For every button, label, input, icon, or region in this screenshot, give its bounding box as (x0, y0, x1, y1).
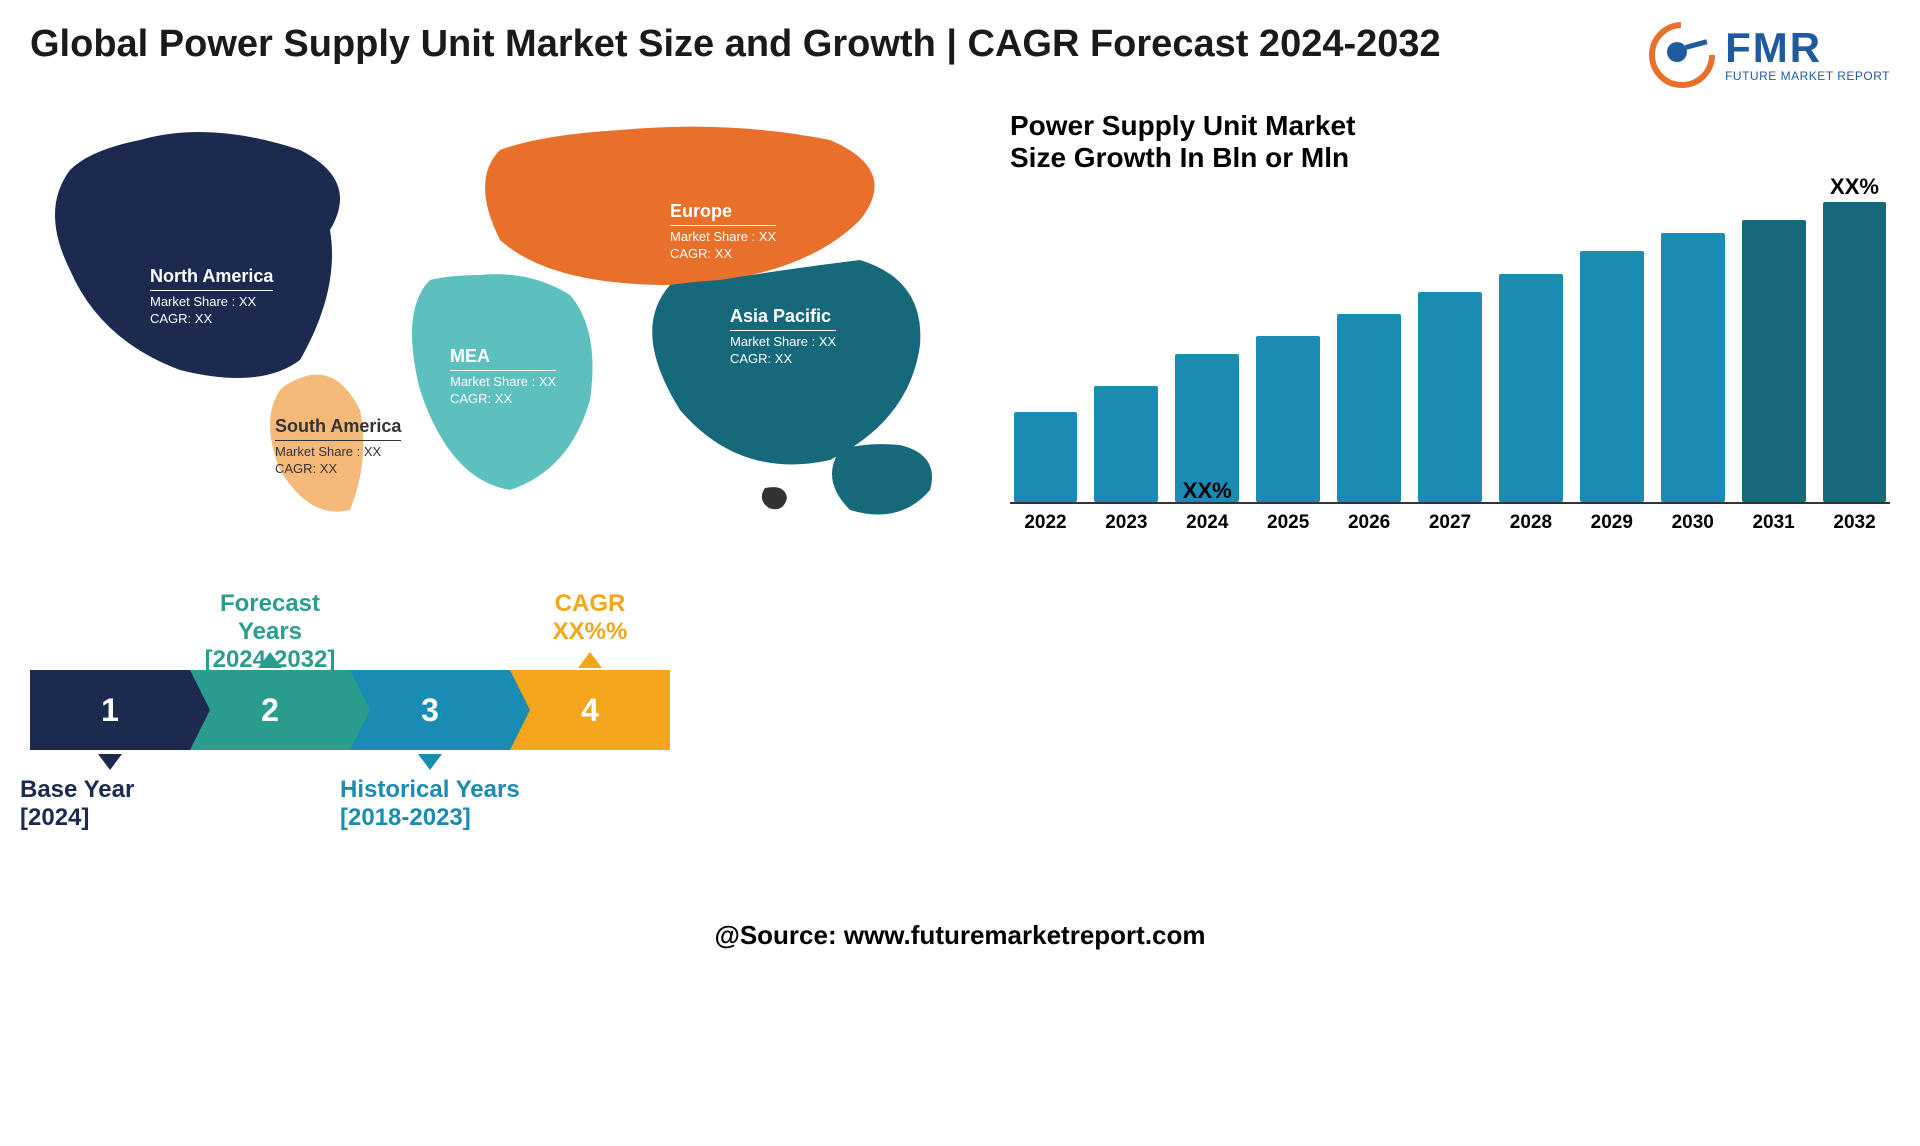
chart-title: Power Supply Unit Market Size Growth In … (1010, 110, 1410, 174)
bar-2027: 2027 (1415, 292, 1486, 502)
timeline-bar: 1234 (30, 670, 670, 750)
lower-row: Forecast Years[2024-2032]CAGRXX%% 1234 B… (30, 590, 1890, 860)
timeline-seg-3: 3 (350, 670, 510, 750)
timeline: Forecast Years[2024-2032]CAGRXX%% 1234 B… (30, 590, 670, 860)
region-label-mea: MEAMarket Share : XXCAGR: XX (450, 345, 556, 408)
bar-2024: 2024XX% (1172, 354, 1243, 502)
region-label-europe: EuropeMarket Share : XXCAGR: XX (670, 200, 776, 263)
bar-2032: 2032XX% (1819, 202, 1890, 502)
page-title: Global Power Supply Unit Market Size and… (30, 20, 1441, 69)
bar-label: 2024 (1186, 512, 1228, 534)
bar-2023: 2023 (1091, 386, 1162, 502)
timeline-seg-4: 4 (510, 670, 670, 750)
bar-2025: 2025 (1253, 336, 1324, 502)
bar-label: 2023 (1105, 512, 1147, 534)
upper-row: North AmericaMarket Share : XXCAGR: XX So… (30, 110, 1890, 530)
timeline-bottom-label: Base Year[2024] (20, 776, 134, 832)
bar-2029: 2029 (1576, 251, 1647, 502)
bar-annotation: XX% (1830, 174, 1879, 196)
bar-2030: 2030 (1657, 233, 1728, 502)
world-map: North AmericaMarket Share : XXCAGR: XX So… (30, 110, 980, 530)
bar-label: 2030 (1672, 512, 1714, 534)
region-label-asia-pacific: Asia PacificMarket Share : XXCAGR: XX (730, 305, 836, 368)
bar-chart: Power Supply Unit Market Size Growth In … (1010, 110, 1890, 530)
bar-2022: 2022 (1010, 412, 1081, 502)
logo-main-text: FMR (1725, 27, 1890, 69)
timeline-bottom-label: Historical Years[2018-2023] (340, 776, 520, 832)
bar-label: 2026 (1348, 512, 1390, 534)
bars-container: 202220232024XX%2025202620272028202920302… (1010, 184, 1890, 504)
bar-label: 2025 (1267, 512, 1309, 534)
timeline-top-label: CAGRXX%% (510, 590, 670, 646)
bar-label: 2029 (1591, 512, 1633, 534)
source-footer: @Source: www.futuremarketreport.com (30, 920, 1890, 951)
bar-label: 2022 (1024, 512, 1066, 534)
fmr-logo: FMR FUTURE MARKET REPORT (1647, 20, 1890, 90)
bar-2028: 2028 (1495, 274, 1566, 502)
bar-2031: 2031 (1738, 220, 1809, 502)
header: Global Power Supply Unit Market Size and… (30, 20, 1890, 90)
timeline-seg-1: 1 (30, 670, 190, 750)
pill-sections (700, 590, 1890, 860)
bar-2026: 2026 (1334, 314, 1405, 502)
region-label-north-america: North AmericaMarket Share : XXCAGR: XX (150, 265, 273, 328)
bar-label: 2028 (1510, 512, 1552, 534)
timeline-seg-2: 2 (190, 670, 350, 750)
bar-label: 2031 (1752, 512, 1794, 534)
bar-label: 2032 (1833, 512, 1875, 534)
bar-label: 2027 (1429, 512, 1471, 534)
fmr-logo-icon (1647, 20, 1717, 90)
region-label-south-america: South AmericaMarket Share : XXCAGR: XX (275, 415, 401, 478)
logo-sub-text: FUTURE MARKET REPORT (1725, 69, 1890, 83)
